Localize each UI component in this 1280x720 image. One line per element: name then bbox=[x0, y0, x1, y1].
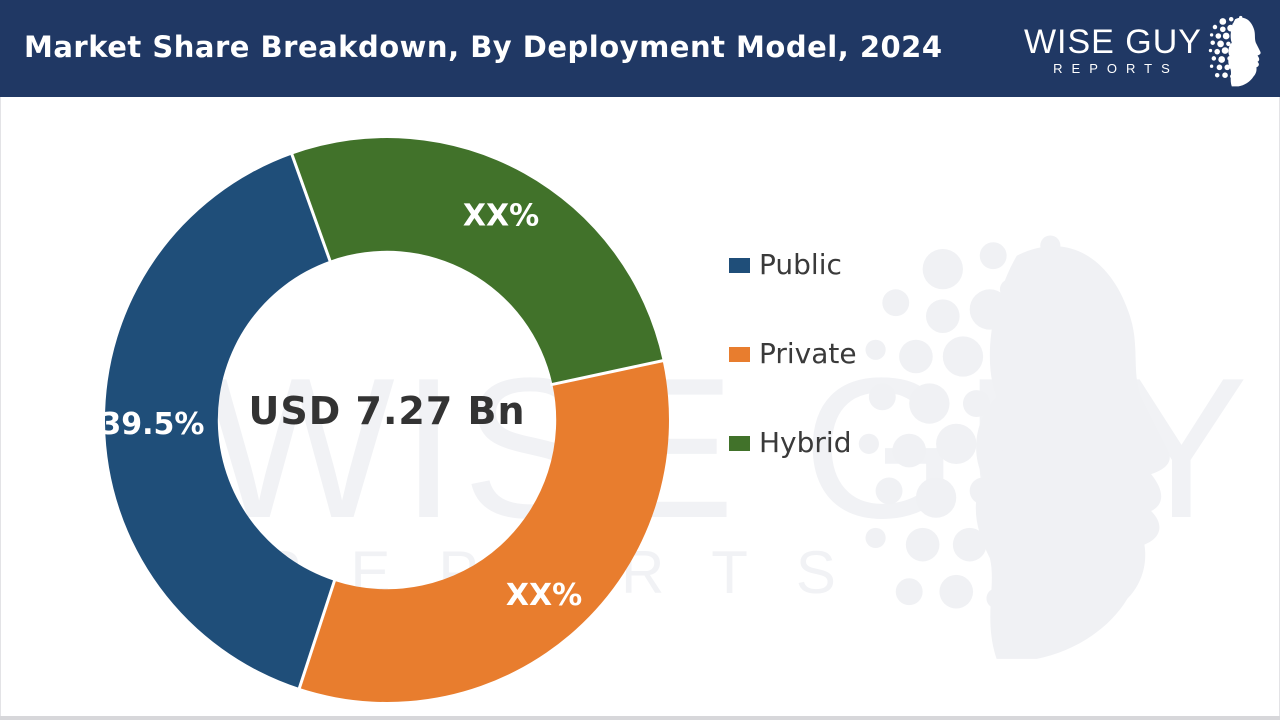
donut-segment-public bbox=[105, 154, 335, 689]
brand-logo: WISE GUY REPORTS bbox=[1024, 8, 1262, 92]
slice-label-public: 39.5% bbox=[100, 407, 204, 442]
watermark-head-icon bbox=[842, 222, 1178, 659]
slice-label-private: XX% bbox=[506, 578, 582, 613]
slice-label-hybrid: XX% bbox=[463, 198, 539, 233]
page-title: Market Share Breakdown, By Deployment Mo… bbox=[24, 30, 943, 64]
brand-name: WISE GUY bbox=[1023, 22, 1202, 61]
brand-head-icon bbox=[1206, 9, 1262, 91]
header-bar: Market Share Breakdown, By Deployment Mo… bbox=[0, 0, 1280, 97]
donut-segment-private bbox=[299, 360, 669, 702]
legend-swatch-public bbox=[729, 257, 750, 273]
legend-label-public: Public bbox=[759, 248, 842, 281]
brand-subtitle: REPORTS bbox=[1053, 60, 1179, 76]
legend-row-private: Private bbox=[729, 339, 857, 369]
chart-legend: Public Private Hybrid bbox=[729, 250, 857, 517]
donut-chart: XX% XX% 39.5% bbox=[100, 138, 669, 702]
legend-row-public: Public bbox=[729, 250, 857, 280]
donut-segment-hybrid bbox=[291, 138, 663, 385]
footer-divider bbox=[0, 716, 1280, 720]
legend-label-hybrid: Hybrid bbox=[759, 426, 852, 459]
legend-swatch-private bbox=[729, 346, 750, 362]
segment-divider bbox=[290, 153, 333, 264]
donut-center-value: USD 7.27 Bn bbox=[248, 389, 526, 433]
legend-row-hybrid: Hybrid bbox=[729, 428, 857, 458]
segment-divider bbox=[297, 578, 337, 690]
legend-label-private: Private bbox=[759, 337, 857, 370]
brand-logo-text: WISE GUY REPORTS bbox=[1024, 25, 1202, 76]
segment-divider bbox=[550, 359, 664, 387]
legend-swatch-hybrid bbox=[729, 435, 750, 451]
